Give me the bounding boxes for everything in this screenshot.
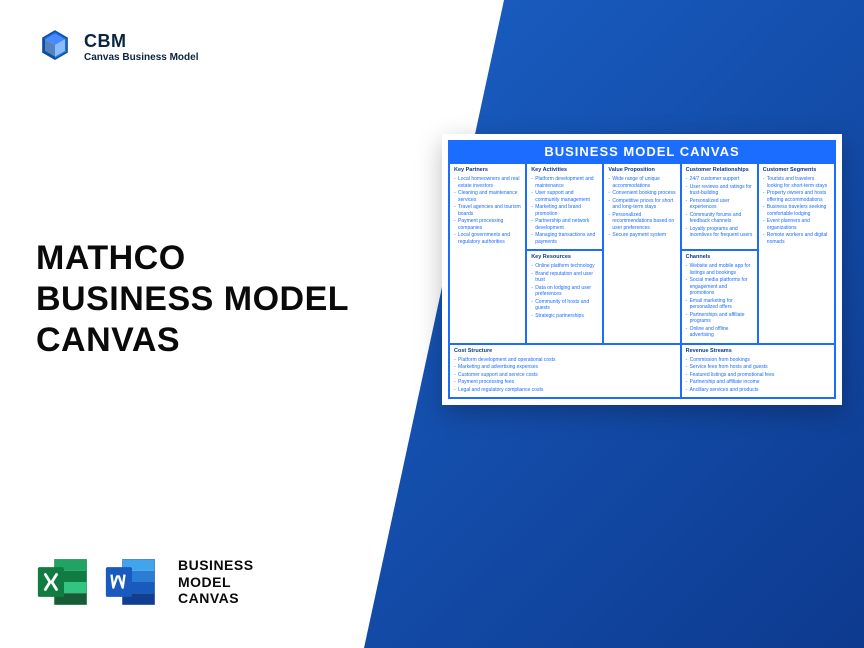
title-line-2: BUSINESS MODEL xyxy=(36,280,349,318)
title-line-1: MATHCO xyxy=(36,239,186,277)
list-item: Email marketing for personalized offers xyxy=(686,298,753,311)
list-item: Property owners and hosts offering accom… xyxy=(763,190,830,203)
cell-key-partners: Key Partners Local homeowners and real e… xyxy=(449,163,526,344)
list-item: Convenient booking process xyxy=(608,190,675,197)
list-item: Featured listings and promotional fees xyxy=(686,372,830,379)
list-item: Personalized user experiences xyxy=(686,198,753,211)
list-item: Brand reputation and user trust xyxy=(531,271,598,284)
cell-channels: Channels Website and mobile app for list… xyxy=(681,250,758,344)
canvas-preview-card: BUSINESS MODEL CANVAS Key Partners Local… xyxy=(442,134,842,405)
list-item: Local governments and regulatory authori… xyxy=(454,232,521,245)
logo-subtitle: Canvas Business Model xyxy=(84,52,198,63)
list-item: Managing transactions and payments xyxy=(531,232,598,245)
list-item: Commission from bookings xyxy=(686,357,830,364)
main-title: MATHCO BUSINESS MODEL CANVAS xyxy=(36,238,349,360)
list-item: Community of hosts and guests xyxy=(531,299,598,312)
word-icon xyxy=(104,554,160,610)
list-item: Competitive prices for short and long-te… xyxy=(608,198,675,211)
excel-icon xyxy=(36,554,92,610)
cell-customer-relationships: Customer Relationships 24/7 customer sup… xyxy=(681,163,758,250)
canvas-grid: Key Partners Local homeowners and real e… xyxy=(448,163,836,399)
list-item: Service fees from hosts and guests xyxy=(686,364,830,371)
list-item: Marketing and brand promotion xyxy=(531,204,598,217)
format-label: BUSINESS MODEL CANVAS xyxy=(178,557,254,607)
list-item: Event planners and organizations xyxy=(763,218,830,231)
list-item: Platform development and operational cos… xyxy=(454,357,676,364)
list-item: 24/7 customer support xyxy=(686,176,753,183)
list-item: Ancillary services and products xyxy=(686,387,830,394)
list-item: Partnership and network development xyxy=(531,218,598,231)
list-item: Platform development and maintenance xyxy=(531,176,598,189)
cbm-logo-icon xyxy=(36,28,74,66)
list-item: Local homeowners and real estate investo… xyxy=(454,176,521,189)
list-item: Loyalty programs and incentives for freq… xyxy=(686,226,753,239)
title-line-3: CANVAS xyxy=(36,321,180,359)
cell-key-resources: Key Resources Online platform technology… xyxy=(526,250,603,344)
list-item: Strategic partnerships xyxy=(531,313,598,320)
list-item: Cleaning and maintenance services xyxy=(454,190,521,203)
list-item: Remote workers and digital nomads xyxy=(763,232,830,245)
list-item: Travel agencies and tourism boards xyxy=(454,204,521,217)
list-item: User support and community management xyxy=(531,190,598,203)
list-item: Online and offline advertising xyxy=(686,326,753,339)
list-item: Tourists and travelers looking for short… xyxy=(763,176,830,189)
list-item: Payment processing fees xyxy=(454,379,676,386)
cell-cost-structure: Cost Structure Platform development and … xyxy=(449,344,681,399)
list-item: Payment processing companies xyxy=(454,218,521,231)
cell-value-proposition: Value Proposition Wide range of unique a… xyxy=(603,163,680,344)
cell-key-activities: Key Activities Platform development and … xyxy=(526,163,603,250)
list-item: Personalized recommendations based on us… xyxy=(608,212,675,232)
list-item: Partnership and affiliate income xyxy=(686,379,830,386)
list-item: Data on lodging and user preferences xyxy=(531,285,598,298)
cell-customer-segments: Customer Segments Tourists and travelers… xyxy=(758,163,835,344)
list-item: Partnerships and affiliate programs xyxy=(686,312,753,325)
list-item: Community forums and feedback channels xyxy=(686,212,753,225)
list-item: Legal and regulatory compliance costs xyxy=(454,387,676,394)
cell-revenue-streams: Revenue Streams Commission from bookings… xyxy=(681,344,835,399)
list-item: Marketing and advertising expenses xyxy=(454,364,676,371)
list-item: Customer support and service costs xyxy=(454,372,676,379)
logo-block: CBM Canvas Business Model xyxy=(36,28,198,66)
list-item: Website and mobile app for listings and … xyxy=(686,263,753,276)
list-item: Wide range of unique accommodations xyxy=(608,176,675,189)
logo-abbrev: CBM xyxy=(84,31,198,52)
canvas-header: BUSINESS MODEL CANVAS xyxy=(448,140,836,163)
format-icons-row: BUSINESS MODEL CANVAS xyxy=(36,554,254,610)
list-item: User reviews and ratings for trust-build… xyxy=(686,184,753,197)
list-item: Social media platforms for engagement an… xyxy=(686,277,753,297)
list-item: Business travelers seeking comfortable l… xyxy=(763,204,830,217)
list-item: Online platform technology xyxy=(531,263,598,270)
list-item: Secure payment system xyxy=(608,232,675,239)
